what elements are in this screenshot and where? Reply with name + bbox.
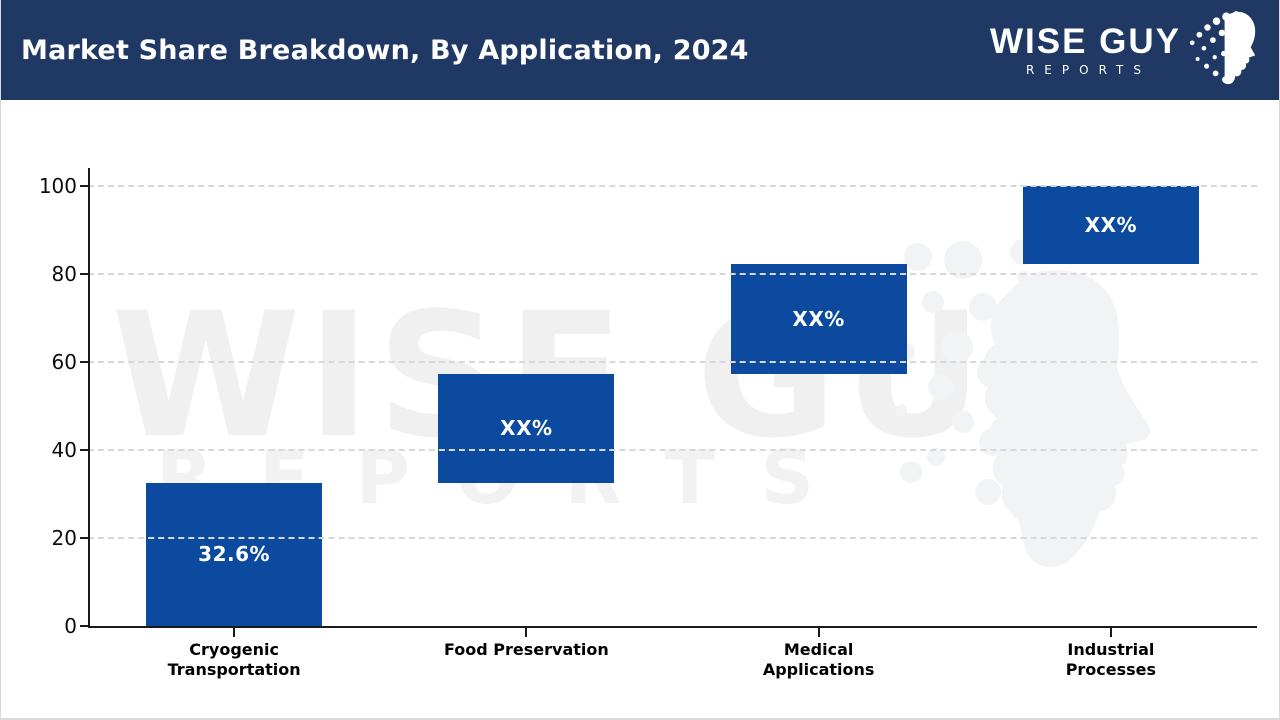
- x-axis-category-label: Cryogenic Transportation: [89, 640, 379, 680]
- x-axis-category-label: Food Preservation: [381, 640, 671, 660]
- x-axis-category-label-line: Cryogenic: [189, 640, 279, 659]
- bar-value-label: XX%: [500, 416, 553, 441]
- logo-face-icon: [1189, 11, 1256, 85]
- gridline: [88, 273, 1257, 275]
- logo-text: WISE GUY REPORTS: [989, 21, 1181, 77]
- bar: 32.6%: [146, 482, 323, 626]
- y-axis-tick-label: 20: [51, 526, 77, 550]
- x-axis-category-label-line: Industrial: [1067, 640, 1155, 659]
- x-axis-category-label-line: Food Preservation: [443, 640, 609, 659]
- x-axis-line: [88, 626, 1257, 628]
- gridline: [88, 449, 1257, 451]
- header-band: Market Share Breakdown, By Application, …: [1, 0, 1279, 100]
- chart-title: Market Share Breakdown, By Application, …: [21, 34, 749, 66]
- x-axis-tick-mark: [1109, 628, 1112, 637]
- gridline: [88, 537, 1257, 539]
- x-axis-category-label: Medical Applications: [674, 640, 964, 680]
- bar-value-label: 32.6%: [198, 542, 271, 567]
- y-axis-tick-mark: [80, 537, 88, 539]
- bar: XX%: [730, 264, 907, 375]
- y-axis-tick-label: 40: [51, 438, 77, 462]
- bar-value-label: XX%: [792, 307, 845, 332]
- y-axis-tick-mark: [80, 449, 88, 451]
- x-axis-tick-mark: [817, 628, 820, 637]
- y-axis-tick-label: 80: [51, 262, 77, 286]
- y-axis-tick-label: 100: [38, 174, 77, 198]
- x-axis-category-label-line: Medical: [783, 640, 854, 659]
- logo-sub-text: REPORTS: [1025, 62, 1151, 77]
- y-axis-tick-mark: [80, 273, 88, 275]
- y-axis-tick-mark: [80, 625, 88, 627]
- bar-value-label: XX%: [1084, 213, 1138, 238]
- y-axis-tick-mark: [80, 361, 88, 363]
- y-axis-line: [88, 168, 90, 628]
- bar: XX%: [1022, 186, 1199, 265]
- x-axis-category-label-line: Applications: [762, 660, 875, 679]
- wise-guy-logo: WISE GUY REPORTS: [990, 10, 1279, 90]
- x-axis-category-label: Industrial Processes: [966, 640, 1256, 680]
- y-axis-tick-mark: [80, 185, 88, 187]
- x-axis-tick-mark: [233, 628, 236, 637]
- y-axis-tick-label: 60: [51, 350, 77, 374]
- x-axis-category-label-line: Transportation: [167, 660, 301, 679]
- x-axis-category-label-line: Processes: [1065, 660, 1157, 679]
- y-axis-tick-label: 0: [64, 614, 77, 638]
- watermark-face-icon: [895, 239, 1151, 567]
- watermark-wiseguy-text: WISE GUY: [111, 275, 1120, 476]
- bar: XX%: [438, 374, 615, 483]
- gridline: [88, 185, 1257, 187]
- gridline: [88, 361, 1257, 363]
- logo-brand-text: WISE GUY: [989, 21, 1181, 61]
- x-axis-tick-mark: [525, 628, 528, 637]
